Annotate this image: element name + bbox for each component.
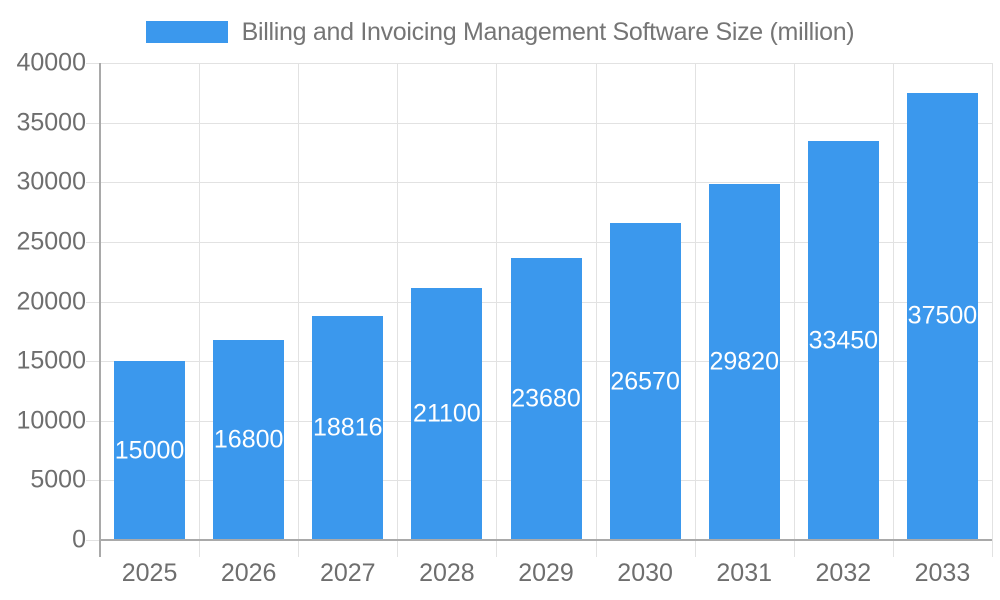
x-axis-tick-label: 2028: [419, 559, 475, 587]
y-axis-tick-label: 15000: [16, 346, 86, 375]
y-axis-tick-label: 25000: [16, 227, 86, 256]
legend-label: Billing and Invoicing Management Softwar…: [241, 17, 855, 46]
y-axis-tick-label: 40000: [16, 48, 86, 77]
x-axis-tick-label: 2030: [617, 559, 673, 587]
bar-2028[interactable]: [411, 288, 483, 540]
gridline-horizontal: [86, 241, 992, 243]
gridline-vertical: [397, 63, 399, 557]
gridline-vertical: [199, 63, 201, 557]
bar-2029[interactable]: [510, 257, 582, 540]
y-axis-tick-label: 0: [72, 525, 86, 554]
x-axis-tick-label: 2032: [815, 559, 872, 587]
y-axis-line: [99, 63, 101, 557]
gridline-vertical: [694, 63, 696, 557]
y-axis-tick-label: 30000: [16, 167, 86, 196]
y-axis-tick-label: 35000: [16, 108, 86, 137]
x-axis-tick-label: 2033: [914, 559, 971, 587]
gridline-vertical: [793, 63, 795, 557]
x-axis-tick-label: 2027: [319, 559, 376, 587]
chart-legend[interactable]: Billing and Invoicing Management Softwar…: [0, 10, 1000, 54]
gridline-horizontal: [86, 122, 992, 124]
bar-2030[interactable]: [609, 223, 681, 540]
gridline-horizontal: [86, 63, 992, 64]
bar-2027[interactable]: [312, 315, 384, 540]
bar-value-label: 26570: [610, 367, 680, 396]
bar-2026[interactable]: [213, 339, 285, 540]
gridline-vertical: [298, 63, 300, 557]
gridline-vertical: [992, 63, 993, 557]
y-axis-tick-label: 20000: [16, 287, 86, 315]
x-axis-tick-label: 2029: [518, 559, 574, 587]
gridline-horizontal: [86, 182, 992, 184]
bar-value-label: 29820: [709, 347, 779, 376]
bar-value-label: 37500: [907, 301, 978, 330]
gridline-vertical: [595, 63, 597, 557]
bar-value-label: 18816: [313, 413, 383, 442]
bar-value-label: 33450: [808, 326, 879, 355]
legend-swatch: [145, 21, 228, 43]
bar-2025[interactable]: [114, 361, 186, 540]
bar-2033[interactable]: [906, 92, 978, 540]
bar-value-label: 21100: [413, 399, 481, 428]
bar-2032[interactable]: [807, 141, 879, 540]
x-axis-tick-label: 2026: [220, 559, 277, 587]
bar-value-label: 16800: [213, 425, 284, 454]
x-axis-line: [99, 539, 992, 541]
gridline-vertical: [496, 63, 498, 557]
y-axis-tick-label: 5000: [30, 465, 86, 494]
x-axis-tick-label: 2025: [121, 559, 178, 587]
bar-2031[interactable]: [708, 184, 780, 540]
gridline-vertical: [892, 63, 894, 557]
x-axis-tick-label: 2031: [716, 559, 773, 587]
bar-value-label: 15000: [114, 436, 185, 465]
y-axis-tick-label: 10000: [16, 406, 86, 435]
bar-value-label: 23680: [511, 384, 581, 413]
